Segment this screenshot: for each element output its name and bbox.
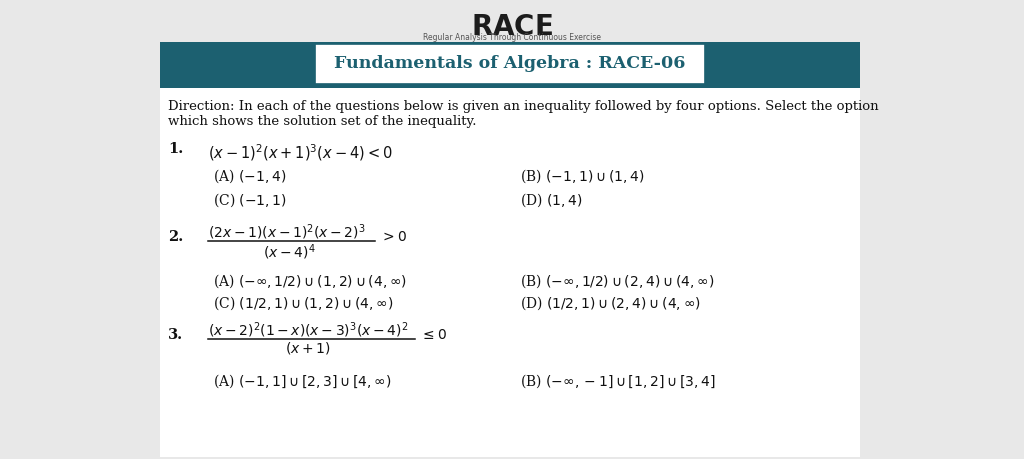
Text: $\mathbf{RACE}$: $\mathbf{RACE}$ — [471, 14, 553, 41]
Text: 1.: 1. — [168, 142, 183, 156]
Text: (C) $(1/2, 1) \cup (1, 2) \cup (4, \infty)$: (C) $(1/2, 1) \cup (1, 2) \cup (4, \inft… — [213, 294, 393, 312]
Text: (B) $(-\infty, -1] \cup [1, 2] \cup [3, 4]$: (B) $(-\infty, -1] \cup [1, 2] \cup [3, … — [520, 372, 716, 390]
Text: Direction: In each of the questions below is given an inequality followed by fou: Direction: In each of the questions belo… — [168, 100, 879, 113]
Text: (D) $(1, 4)$: (D) $(1, 4)$ — [520, 191, 583, 209]
FancyBboxPatch shape — [315, 44, 705, 84]
Text: (D) $(1/2, 1) \cup (2, 4) \cup (4, \infty)$: (D) $(1/2, 1) \cup (2, 4) \cup (4, \inft… — [520, 294, 700, 312]
FancyBboxPatch shape — [160, 42, 860, 88]
Text: (A) $(-1, 1] \cup [2, 3] \cup [4, \infty)$: (A) $(-1, 1] \cup [2, 3] \cup [4, \infty… — [213, 372, 391, 390]
Text: $(x+1)$: $(x+1)$ — [285, 340, 331, 356]
Text: (B) $(-1, 1) \cup (1, 4)$: (B) $(-1, 1) \cup (1, 4)$ — [520, 167, 644, 185]
Text: which shows the solution set of the inequality.: which shows the solution set of the ineq… — [168, 115, 476, 128]
FancyBboxPatch shape — [0, 0, 1024, 42]
Text: Fundamentals of Algebra : RACE-06: Fundamentals of Algebra : RACE-06 — [334, 56, 686, 73]
Text: $> 0$: $> 0$ — [380, 230, 407, 244]
Text: Regular Analysis Through Continuous Exercise: Regular Analysis Through Continuous Exer… — [423, 33, 601, 42]
Text: (A) $(-1, 4)$: (A) $(-1, 4)$ — [213, 167, 287, 185]
Text: $(x-2)^2(1-x)(x-3)^3(x-4)^2$: $(x-2)^2(1-x)(x-3)^3(x-4)^2$ — [208, 320, 409, 340]
Text: $(x-4)^4$: $(x-4)^4$ — [263, 242, 315, 262]
Text: (C) $(-1, 1)$: (C) $(-1, 1)$ — [213, 191, 287, 209]
FancyBboxPatch shape — [160, 42, 860, 457]
Text: 3.: 3. — [168, 328, 183, 342]
Text: 2.: 2. — [168, 230, 183, 244]
Text: $(x-1)^2(x+1)^3(x-4) < 0$: $(x-1)^2(x+1)^3(x-4) < 0$ — [208, 142, 392, 162]
Text: (A) $(-\infty, 1/2) \cup (1, 2) \cup (4, \infty)$: (A) $(-\infty, 1/2) \cup (1, 2) \cup (4,… — [213, 272, 407, 290]
Text: $\leq 0$: $\leq 0$ — [420, 328, 446, 342]
Text: (B) $(-\infty, 1/2) \cup (2, 4) \cup (4, \infty)$: (B) $(-\infty, 1/2) \cup (2, 4) \cup (4,… — [520, 272, 714, 290]
Text: $(2x-1)(x-1)^2(x-2)^3$: $(2x-1)(x-1)^2(x-2)^3$ — [208, 222, 366, 241]
